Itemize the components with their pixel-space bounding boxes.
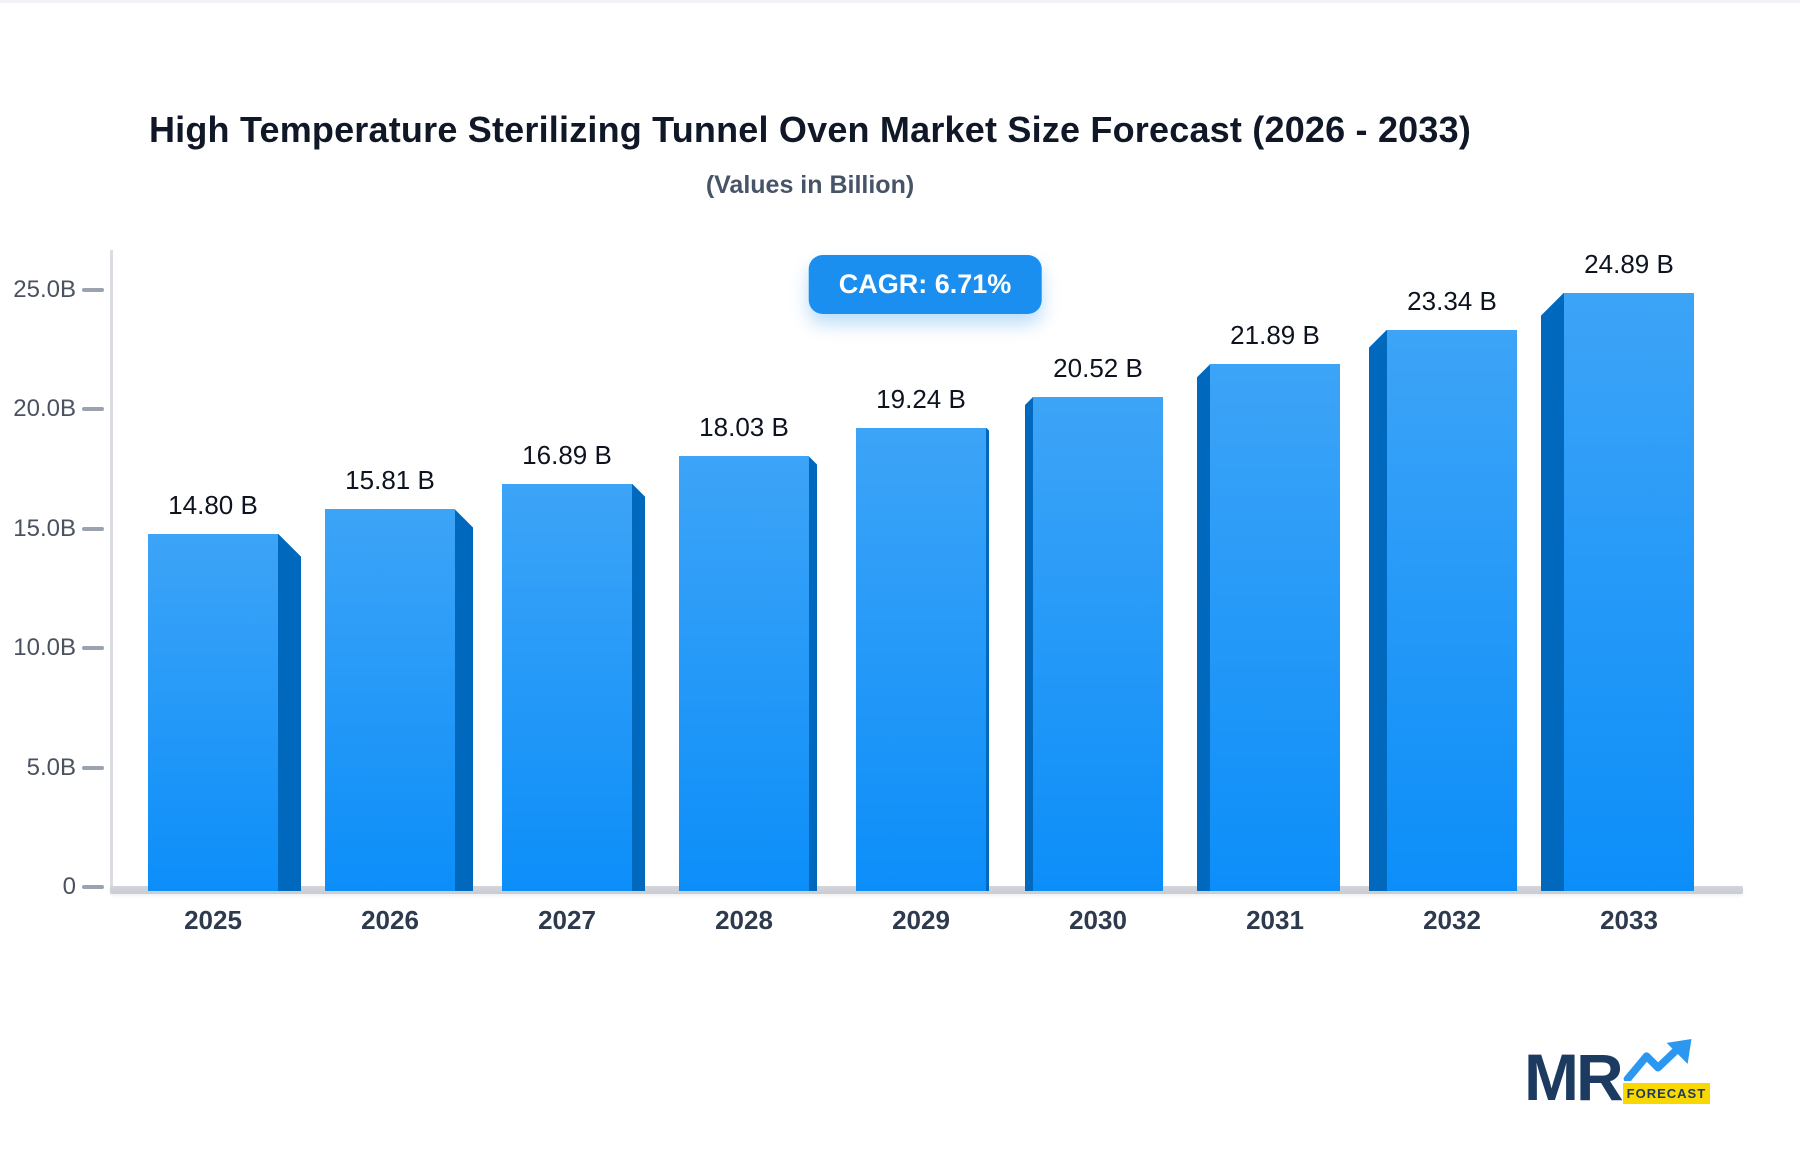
y-axis-line (110, 250, 113, 887)
bar-value-label: 14.80 B (168, 489, 258, 520)
bar-side-panel (1369, 329, 1387, 891)
y-tick-dash (82, 288, 104, 292)
y-tick-label: 25.0B (13, 276, 76, 303)
chart-title: High Temperature Sterilizing Tunnel Oven… (148, 109, 1472, 150)
bar-value-label: 24.89 B (1584, 248, 1674, 279)
bar-side-panel (278, 533, 301, 891)
bar-value-label: 16.89 B (522, 439, 612, 470)
bar-value-label: 23.34 B (1407, 285, 1497, 316)
mr-forecast-logo: MR FORECAST (1524, 1039, 1711, 1114)
y-tick-dash (82, 407, 104, 412)
x-tick-label: 2033 (1600, 905, 1658, 935)
y-tick-dash (82, 526, 104, 531)
y-tick-label: 15.0B (13, 514, 76, 542)
bar-value-label: 15.81 B (345, 465, 435, 496)
bar-side-panel (632, 483, 645, 891)
y-tick-dash (82, 765, 104, 770)
bar (1210, 364, 1340, 891)
x-tick-label: 2028 (715, 905, 773, 935)
bar (148, 533, 278, 891)
y-tick-label: 5.0B (26, 753, 76, 781)
bar-side-panel (455, 509, 473, 891)
bar-side-panel (1197, 364, 1210, 891)
bar (1387, 329, 1517, 891)
bar (325, 509, 455, 891)
bar-side-panel (809, 456, 817, 891)
y-tick-label: 10.0B (13, 634, 76, 662)
bar-value-label: 20.52 B (1053, 352, 1143, 383)
bar (502, 483, 632, 891)
x-tick-label: 2029 (892, 905, 950, 935)
x-tick-label: 2025 (184, 905, 242, 935)
bar-value-label: 21.89 B (1230, 320, 1320, 351)
x-tick-label: 2027 (538, 905, 596, 935)
bar (1033, 396, 1163, 891)
bar-side-panel (1541, 292, 1564, 891)
bar-side-panel (1025, 396, 1033, 891)
logo-forecast-label: FORECAST (1622, 1083, 1711, 1104)
y-tick-label: 20.0B (13, 395, 76, 423)
bar (856, 427, 986, 891)
logo-mr-text: MR (1524, 1039, 1624, 1114)
x-tick-label: 2030 (1069, 905, 1127, 935)
x-tick-label: 2031 (1246, 905, 1304, 935)
bar-value-label: 19.24 B (876, 383, 966, 414)
y-tick-dash (82, 885, 104, 889)
x-tick-label: 2032 (1423, 905, 1481, 935)
cagr-badge: CAGR: 6.71% (808, 255, 1042, 314)
bar-value-label: 18.03 B (699, 412, 789, 443)
y-tick-dash (82, 646, 104, 651)
bar (1564, 292, 1694, 891)
bar (679, 456, 809, 891)
bar-side-panel (986, 427, 989, 891)
logo-trend-arrow-icon (1623, 1039, 1692, 1081)
chart-subtitle: (Values in Billion) (705, 171, 915, 199)
x-tick-label: 2026 (361, 905, 419, 935)
y-tick-label: 0 (62, 873, 76, 900)
